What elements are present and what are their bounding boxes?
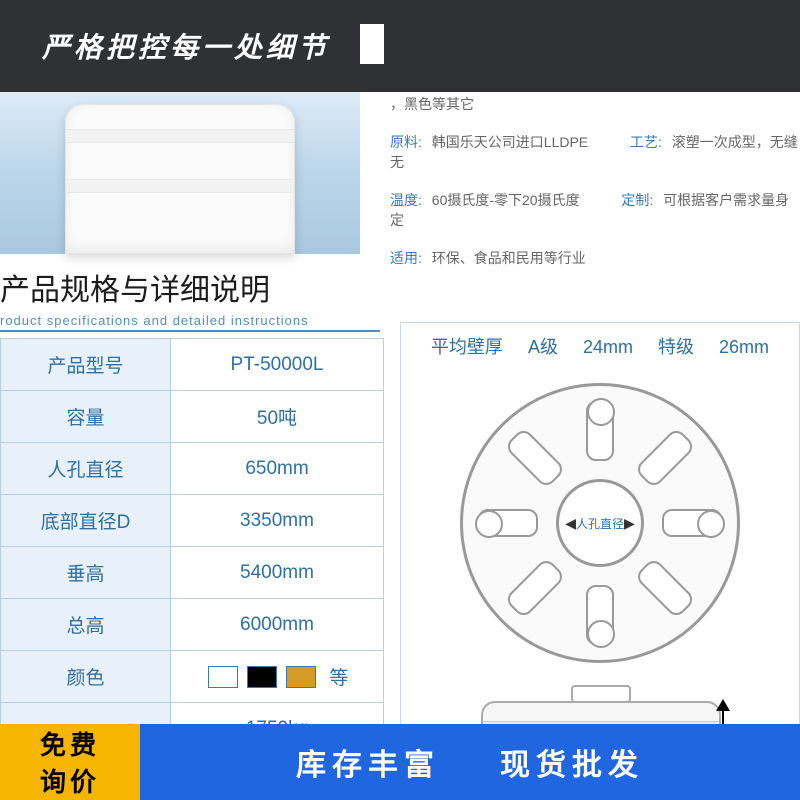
spec-table: 产品型号PT-50000L 容量50吨 人孔直径650mm 底部直径D3350m… [0,338,384,755]
attr-material: 原料: 韩国乐天公司进口LLDPE 工艺: 滚塑一次成型，无缝无 [390,132,800,172]
section-underline [0,330,380,332]
spec-color-value: 等 [171,651,384,703]
section-subtitle: roduct specifications and detailed instr… [0,313,380,328]
attr-temp-label: 温度: [390,192,422,208]
lug-icon [587,398,615,426]
attr-material-label: 原料: [390,134,422,150]
wall-avg-label: 平均壁厚 [431,337,503,357]
table-row: 容量50吨 [1,391,384,443]
lug-icon [697,510,725,538]
top-banner: 严格把控每一处细节 [0,0,800,92]
wall-thickness-line: 平均壁厚 A级 24mm 特级 26mm [401,333,799,359]
color-chip-amber [286,666,316,688]
spec-value: 5400mm [171,547,384,599]
color-chip-white [208,666,238,688]
attr-process-label: 工艺: [630,134,662,150]
promo-text-1: 库存丰富 [296,740,440,784]
promo-text-2: 现货批发 [500,740,644,784]
attr-color-fragment: ，黑色等其它 [390,94,800,114]
badge-line1: 免费 [40,725,100,762]
color-chip-black [247,666,277,688]
spec-label: 产品型号 [1,339,171,391]
table-row: 产品型号PT-50000L [1,339,384,391]
attr-temp-value: 60摄氏度-零下20摄氏度 [432,192,580,208]
spec-label: 总高 [1,599,171,651]
spec-value: 50吨 [171,391,384,443]
section-title: 产品规格与详细说明 [0,265,380,309]
tank-top-view: ◀ 人孔直径 ▶ [460,383,740,663]
banner-flag-icon [360,24,384,64]
manhole-hub: ◀ 人孔直径 ▶ [556,479,644,567]
badge-line2: 询价 [40,762,100,799]
spec-label: 人孔直径 [1,443,171,495]
table-row-color: 颜色 等 [1,651,384,703]
attribute-block: ，黑色等其它 原料: 韩国乐天公司进口LLDPE 工艺: 滚塑一次成型，无缝无 … [390,94,800,286]
spec-label: 底部直径D [1,495,171,547]
table-row: 底部直径D3350mm [1,495,384,547]
spec-value: PT-50000L [171,339,384,391]
promo-bar: 免费 询价 库存丰富 现货批发 [0,724,800,800]
attr-apply-label: 适用: [390,250,422,266]
arrow-left-icon: ◀ [565,515,576,532]
tank-shape [65,104,295,254]
table-row: 人孔直径650mm [1,443,384,495]
table-row: 垂高5400mm [1,547,384,599]
spec-color-label: 颜色 [1,651,171,703]
grade-s-label: 特级 [658,337,694,357]
grade-a-label: A级 [528,337,558,357]
banner-slogan: 严格把控每一处细节 [42,26,330,66]
spoke-icon [504,557,566,619]
product-photo [0,64,360,254]
attr-apply-value: 环保、食品和民用等行业 [432,250,586,266]
spec-value: 650mm [171,443,384,495]
attr-temp: 温度: 60摄氏度-零下20摄氏度 定制: 可根据客户需求量身定 [390,190,800,230]
arrow-right-icon: ▶ [624,515,635,532]
lug-icon [587,620,615,648]
hub-label: 人孔直径 [576,515,624,532]
attr-custom-label: 定制: [621,192,653,208]
section-heading: 产品规格与详细说明 roduct specifications and deta… [0,265,380,332]
spec-label: 容量 [1,391,171,443]
attr-material-value: 韩国乐天公司进口LLDPE [432,134,588,150]
spoke-icon [504,427,566,489]
spoke-icon [634,557,696,619]
side-cap-shape [571,685,631,703]
promo-text: 库存丰富 现货批发 [140,740,800,784]
spec-value: 6000mm [171,599,384,651]
free-quote-badge[interactable]: 免费 询价 [0,724,140,800]
spoke-icon [634,427,696,489]
attr-apply: 适用: 环保、食品和民用等行业 [390,248,800,268]
color-etc: 等 [329,668,348,689]
lug-icon [475,510,503,538]
spec-value: 3350mm [171,495,384,547]
spec-label: 垂高 [1,547,171,599]
grade-a-value: 24mm [583,337,633,357]
table-row: 总高6000mm [1,599,384,651]
grade-s-value: 26mm [719,337,769,357]
